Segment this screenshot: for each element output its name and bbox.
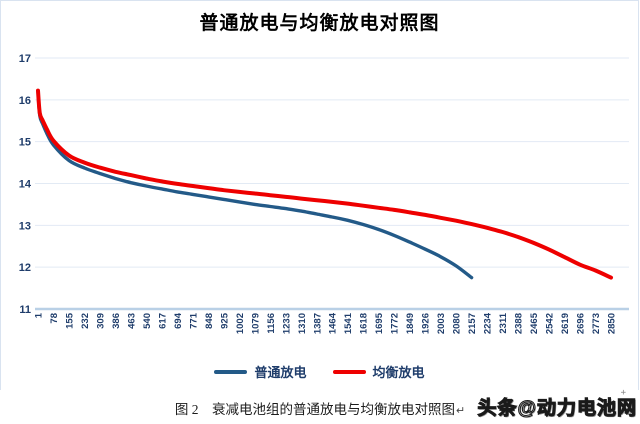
x-tick-label: 309: [95, 313, 106, 329]
x-tick-label: 1079: [250, 313, 261, 334]
x-tick-label: 386: [111, 313, 122, 329]
legend-label-normal-discharge: 普通放电: [254, 365, 307, 380]
y-tick-label: 11: [19, 304, 31, 316]
series-line-normal-discharge: [36, 89, 474, 280]
x-tick-label: 1695: [374, 312, 385, 334]
y-tick-label: 15: [19, 137, 31, 149]
y-tick-label: 12: [19, 262, 31, 274]
x-tick-label: 2388: [514, 313, 525, 334]
legend-line-blue-icon: [214, 369, 248, 374]
x-tick-label: 2619: [560, 313, 571, 334]
x-tick-label: 463: [126, 313, 137, 329]
legend-item-balanced-discharge: 均衡放电: [332, 362, 425, 381]
x-tick-label: 1387: [312, 313, 323, 334]
watermark: 头条@动力电池网: [477, 397, 637, 419]
legend-line-red-icon: [332, 369, 366, 374]
x-tick-label: 1849: [405, 313, 416, 334]
x-tick-label: 2465: [529, 312, 540, 334]
x-tick-label: 1310: [297, 313, 308, 334]
x-tick-label: 1772: [390, 313, 401, 334]
plus-mark-icon: +: [620, 388, 626, 398]
x-tick-label: 2542: [545, 313, 556, 334]
x-tick-label: 2003: [436, 313, 447, 334]
return-mark-icon: ↵: [455, 405, 466, 417]
y-tick-label: 16: [19, 95, 31, 107]
series-line-balanced-discharge: [36, 88, 613, 280]
caption-row: 图 2 衰减电池组的普通放电与均衡放电对照图↵ + 头条@动力电池网: [0, 388, 640, 424]
x-tick-label: 2773: [591, 313, 602, 334]
x-tick-label: 1002: [235, 313, 246, 334]
chart-title: 普通放电与均衡放电对照图: [199, 13, 440, 34]
x-tick-label: 2234: [483, 312, 494, 334]
x-tick-label: 694: [173, 312, 184, 329]
x-tick-label: 2696: [576, 313, 587, 334]
x-tick-label: 1156: [266, 313, 277, 334]
x-tick-label: 2850: [607, 313, 618, 334]
x-tick-label: 2157: [467, 313, 478, 334]
x-tick-label: 617: [157, 313, 168, 329]
x-tick-label: 232: [80, 313, 91, 329]
x-tick-label: 1: [34, 312, 45, 318]
y-tick-label: 14: [19, 179, 32, 191]
y-tick-label: 17: [19, 53, 31, 65]
legend: 普通放电 均衡放电: [1, 362, 638, 381]
y-tick-label: 13: [19, 220, 31, 232]
x-tick-label: 771: [188, 312, 199, 329]
x-tick-label: 540: [142, 313, 153, 329]
x-tick-label: 78: [49, 313, 60, 324]
x-tick-label: 925: [219, 312, 230, 329]
line-chart-canvas: 17 16 15 14 13 12 11 1 78 155 232 309 386 463 540 617 69…: [19, 53, 629, 334]
figure-caption: 图 2 衰减电池组的普通放电与均衡放电对照图↵: [0, 398, 640, 418]
legend-label-balanced-discharge: 均衡放电: [372, 365, 425, 380]
x-tick-label: 1926: [421, 313, 432, 334]
x-tick-label: 1233: [281, 313, 292, 334]
x-tick-label: 848: [204, 313, 215, 329]
x-tick-label: 1541: [343, 312, 354, 334]
caption-text: 图 2 衰减电池组的普通放电与均衡放电对照图: [174, 402, 455, 417]
x-tick-label: 1464: [328, 312, 339, 334]
x-tick-label: 2311: [498, 312, 509, 333]
chart-panel: 普通放电与均衡放电对照图 17 16 15 14 13 12 11 1 78 155 232 309 3…: [0, 0, 639, 391]
x-tick-label: 1618: [359, 313, 370, 334]
legend-item-normal-discharge: 普通放电: [214, 362, 307, 381]
x-tick-label: 155: [64, 312, 75, 329]
x-tick-label: 2080: [452, 313, 463, 334]
